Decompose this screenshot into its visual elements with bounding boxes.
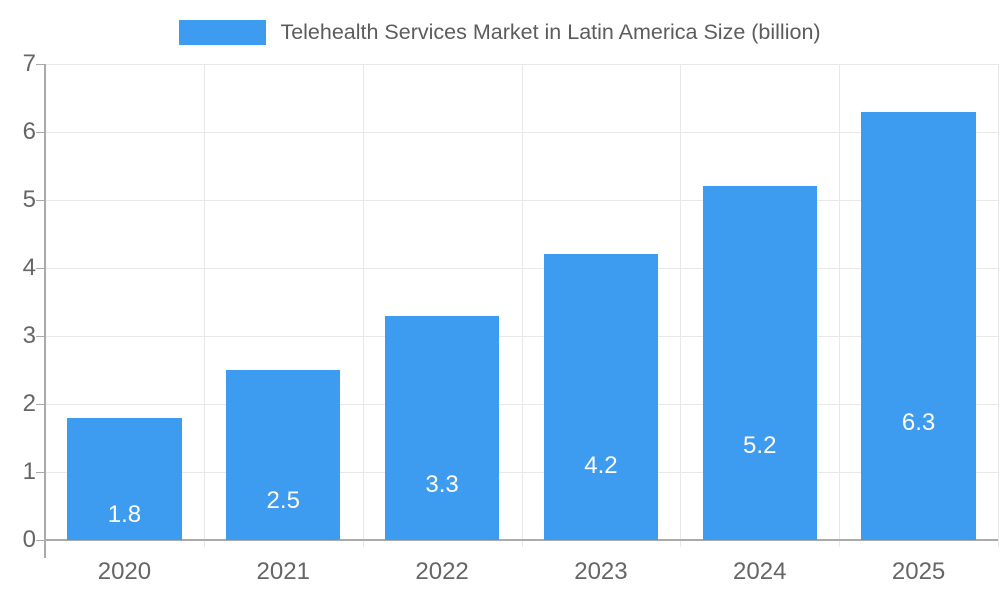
bar[interactable] (226, 370, 341, 540)
gridline-vertical (203, 64, 205, 547)
y-axis-tick-mark (36, 268, 45, 269)
bar-value-label: 5.2 (743, 431, 777, 459)
x-axis-tick-label: 2020 (97, 558, 152, 585)
y-axis-tick-label: 2 (22, 390, 36, 417)
y-axis-tick-mark (36, 132, 45, 133)
plot-area (45, 64, 999, 547)
y-axis-tick-label: 7 (22, 50, 36, 77)
y-axis-tick-label: 4 (22, 254, 36, 281)
x-axis-tick-label: 2022 (415, 558, 469, 585)
y-axis-tick-mark (36, 200, 45, 201)
y-axis-tick-mark (36, 336, 45, 337)
gridline-vertical (998, 64, 999, 547)
legend-color-swatch[interactable] (179, 19, 267, 45)
bar-value-label: 6.3 (901, 409, 936, 437)
x-axis-tick-label: 2023 (574, 558, 628, 585)
y-axis-tick-mark (36, 540, 45, 541)
bar[interactable] (861, 111, 976, 540)
y-axis-line (44, 64, 46, 558)
y-axis-tick-label: 5 (22, 186, 36, 213)
y-axis-tick-mark (36, 472, 45, 473)
gridline-vertical (680, 64, 682, 547)
bar-value-label: 1.8 (107, 501, 142, 529)
y-axis-tick-label: 0 (22, 526, 36, 553)
y-axis-tick-label: 1 (22, 458, 36, 485)
bars-group: 1.8 2.5 3.3 4.2 5.2 6.3 (45, 64, 998, 540)
chart-legend: Telehealth Services Market in Latin Amer… (0, 14, 1000, 50)
bar-value-label: 2.5 (266, 487, 300, 514)
y-axis-tick-label: 6 (22, 118, 36, 145)
bar[interactable] (702, 186, 817, 540)
bar-value-label: 4.2 (584, 452, 618, 480)
legend-label: Telehealth Services Market in Latin Amer… (280, 19, 821, 44)
bar[interactable] (384, 315, 500, 540)
y-axis-tick-mark (36, 64, 45, 65)
gridline-vertical (521, 64, 523, 547)
gridline-vertical (362, 64, 364, 547)
bar[interactable] (67, 417, 182, 540)
y-axis-tick-mark (36, 404, 45, 405)
gridline-vertical (839, 64, 841, 547)
x-axis-line (45, 539, 998, 541)
x-axis-tick-label: 2025 (891, 558, 946, 585)
y-axis-tick-label: 3 (22, 322, 36, 349)
bar[interactable] (543, 254, 659, 540)
bar-value-label: 3.3 (425, 470, 459, 498)
x-axis-tick-label: 2024 (733, 558, 787, 585)
x-axis-tick-label: 2021 (256, 558, 310, 585)
